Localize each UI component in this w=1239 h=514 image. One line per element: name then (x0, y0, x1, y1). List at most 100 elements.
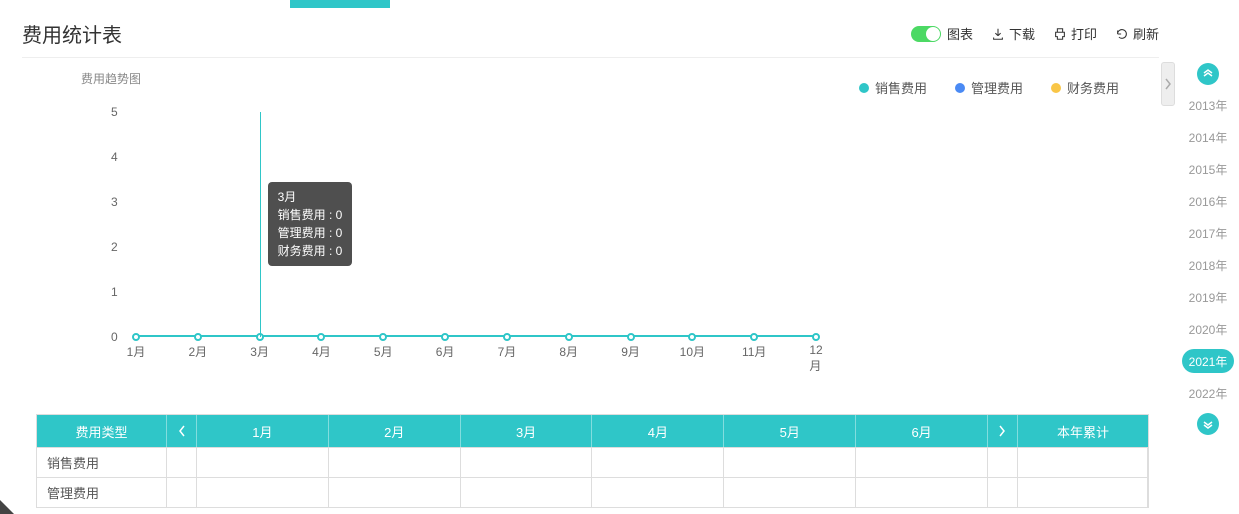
year-scroll-down-button[interactable] (1197, 413, 1219, 435)
refresh-icon (1115, 27, 1129, 41)
td-cell (856, 448, 988, 477)
series-point[interactable] (194, 333, 202, 341)
refresh-label: 刷新 (1133, 24, 1159, 43)
series-point[interactable] (379, 333, 387, 341)
chart-tooltip: 3月销售费用 : 0管理费用 : 0财务费用 : 0 (268, 182, 353, 266)
legend-dot (1051, 83, 1061, 93)
download-button[interactable]: 下载 (991, 24, 1035, 43)
series-point[interactable] (812, 333, 820, 341)
x-tick-label: 12月 (809, 343, 822, 374)
chart-plot[interactable]: 0123451月2月3月4月5月6月7月8月9月10月11月12月3月销售费用 … (136, 112, 816, 337)
download-label: 下载 (1009, 24, 1035, 43)
td-cell (724, 478, 856, 507)
series-point[interactable] (688, 333, 696, 341)
year-scroll-up-button[interactable] (1197, 63, 1219, 85)
year-item[interactable]: 2014年 (1182, 125, 1234, 149)
series-point[interactable] (565, 333, 573, 341)
legend-item[interactable]: 管理费用 (955, 78, 1023, 97)
series-point[interactable] (627, 333, 635, 341)
legend-label: 销售费用 (875, 78, 927, 97)
year-item[interactable]: 2013年 (1182, 93, 1234, 117)
toggle-knob (926, 27, 940, 41)
td-cell (592, 448, 724, 477)
page-header: 费用统计表 图表 下载 打印 刷新 (22, 18, 1159, 58)
year-item[interactable]: 2022年 (1182, 381, 1234, 405)
th-type: 费用类型 (37, 415, 167, 447)
x-tick-label: 11月 (742, 343, 766, 360)
table-row: 管理费用 (37, 477, 1148, 507)
series-line (136, 335, 816, 337)
chevron-right-icon (1164, 78, 1172, 90)
active-tab-indicator (290, 0, 390, 8)
x-tick-label: 4月 (312, 343, 331, 360)
y-tick-label: 3 (111, 195, 118, 209)
series-point[interactable] (317, 333, 325, 341)
legend-item[interactable]: 财务费用 (1051, 78, 1119, 97)
year-item[interactable]: 2018年 (1182, 253, 1234, 277)
chart-toggle[interactable]: 图表 (911, 24, 973, 43)
print-button[interactable]: 打印 (1053, 24, 1097, 43)
td-cell (197, 448, 329, 477)
td-type: 销售费用 (37, 448, 167, 477)
th-month: 1月 (197, 415, 329, 447)
chevron-left-icon (178, 425, 186, 437)
chart-subtitle: 费用趋势图 (81, 70, 141, 87)
td-pad (167, 478, 197, 507)
y-tick-label: 5 (111, 105, 118, 119)
year-item[interactable]: 2016年 (1182, 189, 1234, 213)
td-pad (988, 478, 1018, 507)
print-icon (1053, 27, 1067, 41)
table-prev-button[interactable] (167, 415, 197, 447)
table-header-row: 费用类型 1月 2月 3月 4月 5月 6月 本年累计 (37, 415, 1148, 447)
th-month: 4月 (592, 415, 724, 447)
chart-hover-line (260, 112, 261, 337)
expense-table: 费用类型 1月 2月 3月 4月 5月 6月 本年累计 销售费用管理费用 (36, 414, 1149, 508)
td-pad (988, 448, 1018, 477)
series-point[interactable] (503, 333, 511, 341)
year-item[interactable]: 2020年 (1182, 317, 1234, 341)
table-body: 销售费用管理费用 (37, 447, 1148, 507)
td-cell (856, 478, 988, 507)
year-item[interactable]: 2021年 (1182, 349, 1234, 373)
td-cell (724, 448, 856, 477)
x-tick-label: 3月 (250, 343, 269, 360)
toggle-track (911, 26, 941, 42)
table-next-button[interactable] (988, 415, 1018, 447)
print-label: 打印 (1071, 24, 1097, 43)
series-point[interactable] (750, 333, 758, 341)
td-total (1018, 478, 1148, 507)
collapse-rail-button[interactable] (1161, 62, 1175, 106)
page-title: 费用统计表 (22, 19, 122, 48)
x-tick-label: 9月 (621, 343, 640, 360)
td-cell (197, 478, 329, 507)
th-month: 5月 (724, 415, 856, 447)
year-item[interactable]: 2017年 (1182, 221, 1234, 245)
chevron-right-icon (998, 425, 1006, 437)
year-rail: 2013年 2014年 2015年 2016年 2017年 2018年 2019年 2020年… (1179, 60, 1237, 438)
x-tick-label: 8月 (559, 343, 578, 360)
th-month: 3月 (461, 415, 593, 447)
td-total (1018, 448, 1148, 477)
td-cell (329, 448, 461, 477)
legend-label: 财务费用 (1067, 78, 1119, 97)
legend-item[interactable]: 销售费用 (859, 78, 927, 97)
refresh-button[interactable]: 刷新 (1115, 24, 1159, 43)
year-item[interactable]: 2019年 (1182, 285, 1234, 309)
x-tick-label: 6月 (436, 343, 455, 360)
td-cell (461, 478, 593, 507)
x-tick-label: 5月 (374, 343, 393, 360)
series-point[interactable] (441, 333, 449, 341)
td-type: 管理费用 (37, 478, 167, 507)
y-tick-label: 0 (111, 330, 118, 344)
chart-toggle-label: 图表 (947, 24, 973, 43)
download-icon (991, 27, 1005, 41)
x-tick-label: 2月 (188, 343, 207, 360)
year-item[interactable]: 2015年 (1182, 157, 1234, 181)
header-actions: 图表 下载 打印 刷新 (911, 24, 1159, 43)
td-cell (461, 448, 593, 477)
legend-dot (859, 83, 869, 93)
legend-label: 管理费用 (971, 78, 1023, 97)
th-month: 6月 (856, 415, 988, 447)
series-point[interactable] (132, 333, 140, 341)
td-pad (167, 448, 197, 477)
